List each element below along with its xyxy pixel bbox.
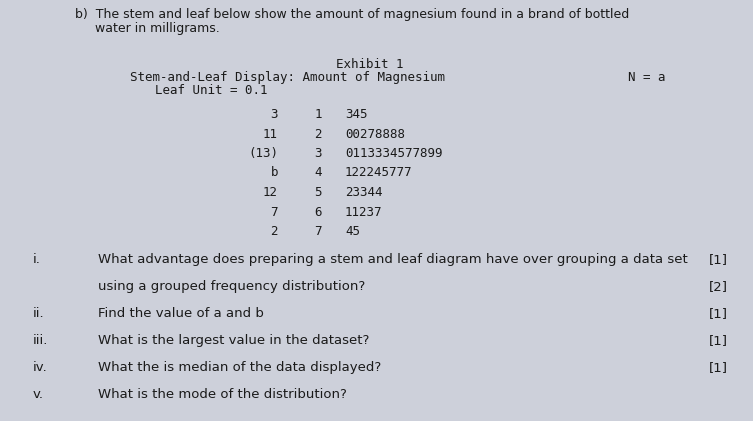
Text: [1]: [1] xyxy=(709,334,728,347)
Text: [2]: [2] xyxy=(709,280,728,293)
Text: 6: 6 xyxy=(314,205,322,218)
Text: Leaf Unit = 0.1: Leaf Unit = 0.1 xyxy=(155,84,267,97)
Text: [1]: [1] xyxy=(709,253,728,266)
Text: N = a: N = a xyxy=(628,71,666,84)
Text: v.: v. xyxy=(33,388,44,401)
Text: 2: 2 xyxy=(270,225,278,238)
Text: 12: 12 xyxy=(263,186,278,199)
Text: Find the value of a and b: Find the value of a and b xyxy=(98,307,264,320)
Text: 1: 1 xyxy=(314,108,322,121)
Text: (13): (13) xyxy=(248,147,278,160)
Text: 2: 2 xyxy=(314,128,322,141)
Text: [1]: [1] xyxy=(709,307,728,320)
Text: 11237: 11237 xyxy=(345,205,383,218)
Text: 3: 3 xyxy=(314,147,322,160)
Text: using a grouped frequency distribution?: using a grouped frequency distribution? xyxy=(98,280,365,293)
Text: 45: 45 xyxy=(345,225,360,238)
Text: What is the mode of the distribution?: What is the mode of the distribution? xyxy=(98,388,347,401)
Text: Exhibit 1: Exhibit 1 xyxy=(337,58,404,71)
Text: What is the largest value in the dataset?: What is the largest value in the dataset… xyxy=(98,334,370,347)
Text: What the is median of the data displayed?: What the is median of the data displayed… xyxy=(98,361,381,374)
Text: Stem-and-Leaf Display: Amount of Magnesium: Stem-and-Leaf Display: Amount of Magnesi… xyxy=(130,71,445,84)
Text: 3: 3 xyxy=(270,108,278,121)
Text: 0113334577899: 0113334577899 xyxy=(345,147,443,160)
Text: ii.: ii. xyxy=(33,307,44,320)
Text: 5: 5 xyxy=(314,186,322,199)
Text: b: b xyxy=(270,166,278,179)
Text: 7: 7 xyxy=(314,225,322,238)
Text: iv.: iv. xyxy=(33,361,47,374)
Text: i.: i. xyxy=(33,253,41,266)
Text: iii.: iii. xyxy=(33,334,48,347)
Text: 345: 345 xyxy=(345,108,367,121)
Text: b)  The stem and leaf below show the amount of magnesium found in a brand of bot: b) The stem and leaf below show the amou… xyxy=(75,8,630,21)
Text: water in milligrams.: water in milligrams. xyxy=(75,22,220,35)
Text: 11: 11 xyxy=(263,128,278,141)
Text: 00278888: 00278888 xyxy=(345,128,405,141)
Text: 122245777: 122245777 xyxy=(345,166,413,179)
Text: 7: 7 xyxy=(270,205,278,218)
Text: 23344: 23344 xyxy=(345,186,383,199)
Text: [1]: [1] xyxy=(709,361,728,374)
Text: 4: 4 xyxy=(314,166,322,179)
Text: What advantage does preparing a stem and leaf diagram have over grouping a data : What advantage does preparing a stem and… xyxy=(98,253,687,266)
